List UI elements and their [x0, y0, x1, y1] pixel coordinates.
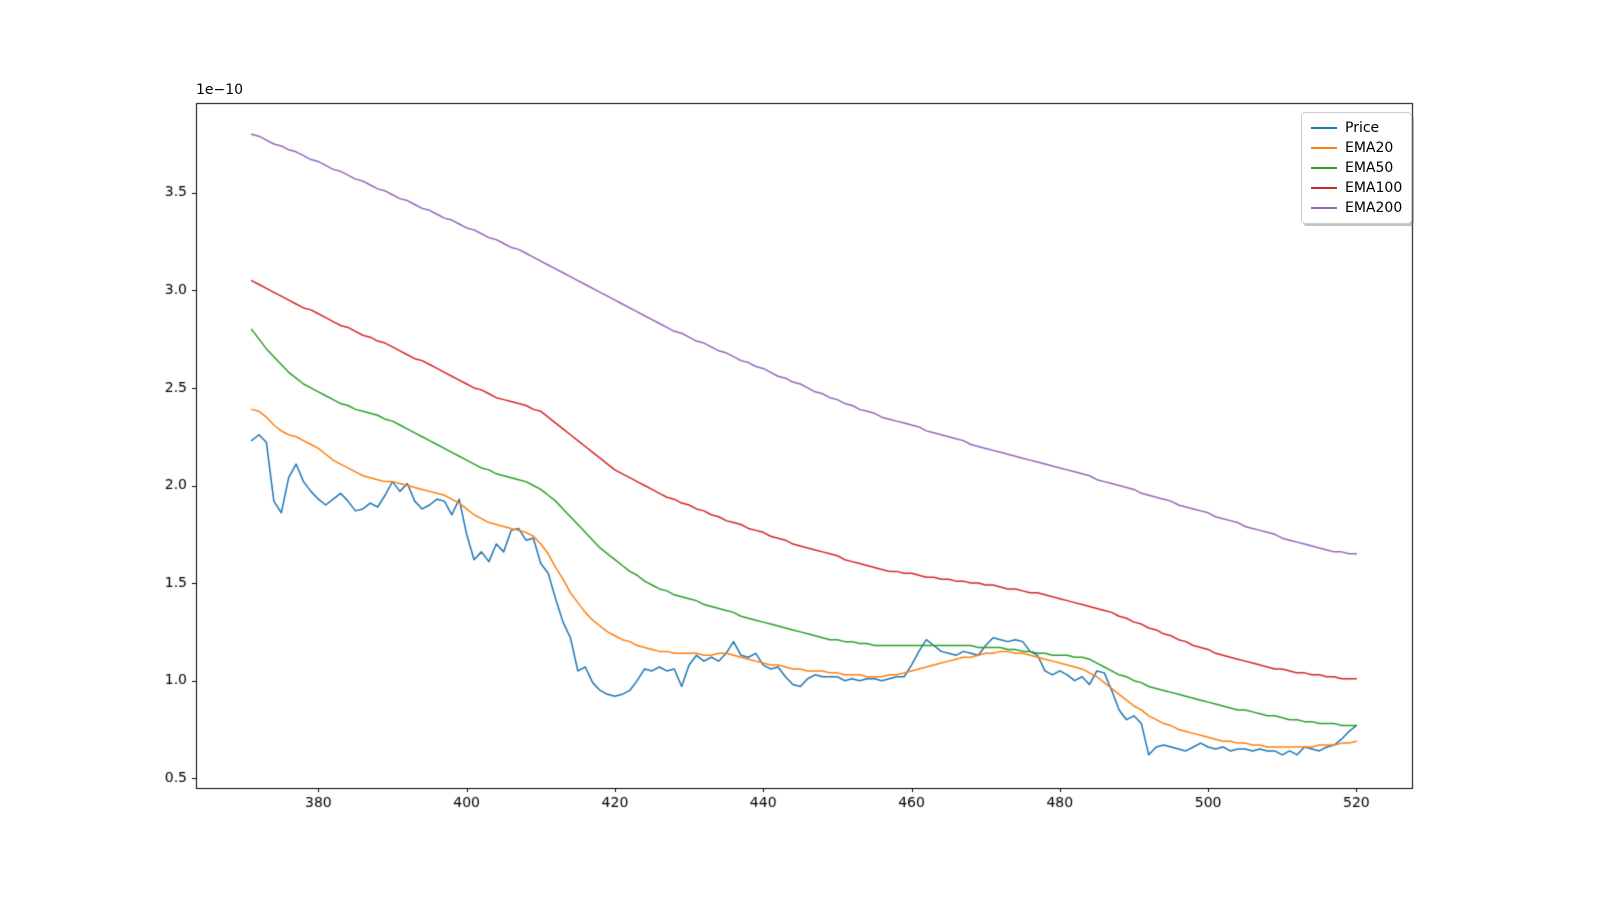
legend: Price EMA20 EMA50 EMA100 EMA200	[1301, 112, 1413, 224]
legend-item: EMA100	[1311, 178, 1402, 198]
legend-line-sample	[1311, 127, 1337, 129]
legend-line-sample	[1311, 147, 1337, 149]
legend-label: EMA50	[1345, 160, 1394, 176]
legend-line-sample	[1311, 167, 1337, 169]
legend-label: EMA20	[1345, 140, 1394, 156]
legend-item: Price	[1311, 118, 1402, 138]
legend-label: EMA200	[1345, 200, 1403, 216]
legend-line-sample	[1311, 187, 1337, 189]
legend-label: EMA100	[1345, 180, 1403, 196]
legend-label: Price	[1345, 120, 1380, 136]
legend-item: EMA200	[1311, 198, 1402, 218]
legend-line-sample	[1311, 207, 1337, 209]
y-axis-offset-label: 1e−10	[196, 82, 244, 98]
legend-item: EMA20	[1311, 138, 1402, 158]
legend-item: EMA50	[1311, 158, 1402, 178]
